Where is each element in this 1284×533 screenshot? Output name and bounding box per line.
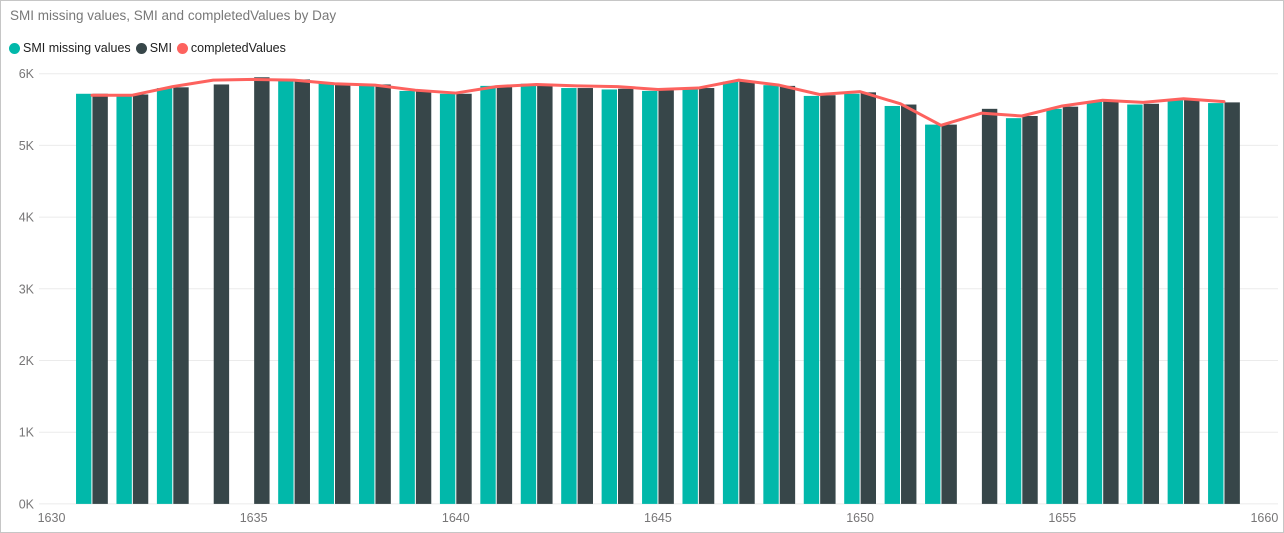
bar-smi-missing-values-1632[interactable]: [116, 95, 132, 504]
y-axis-label: 6K: [19, 67, 35, 81]
bar-smi-1633[interactable]: [173, 87, 189, 504]
bar-smi-1640[interactable]: [456, 93, 472, 504]
bar-smi-missing-values-1651[interactable]: [884, 105, 901, 504]
bar-smi-1643[interactable]: [577, 88, 593, 504]
y-axis-label: 5K: [19, 139, 35, 153]
bar-smi-1635[interactable]: [254, 77, 270, 504]
bar-smi-missing-values-1636[interactable]: [278, 79, 294, 504]
chart-legend: SMI missing values SMI completedValues: [9, 41, 291, 55]
bar-smi-missing-values-1643[interactable]: [561, 88, 577, 504]
bar-smi-missing-values-1647[interactable]: [722, 81, 739, 504]
legend-item-smi[interactable]: SMI: [135, 41, 172, 55]
bar-smi-1645[interactable]: [658, 90, 674, 504]
bar-smi-missing-values-1639[interactable]: [399, 90, 415, 504]
bar-smi-1657[interactable]: [1143, 103, 1160, 504]
bar-smi-1647[interactable]: [739, 80, 755, 504]
bar-smi-1642[interactable]: [537, 83, 553, 504]
x-axis-label: 1655: [1048, 511, 1076, 525]
bar-smi-missing-values-1638[interactable]: [359, 84, 375, 504]
bar-smi-missing-values-1654[interactable]: [1005, 118, 1022, 504]
bar-smi-missing-values-1645[interactable]: [642, 90, 658, 504]
bar-smi-missing-values-1655[interactable]: [1046, 108, 1062, 504]
bar-smi-missing-values-1648[interactable]: [763, 85, 779, 504]
bar-smi-1644[interactable]: [618, 88, 634, 504]
legend-label: SMI: [149, 41, 172, 55]
bar-smi-1655[interactable]: [1062, 106, 1079, 504]
bar-smi-1653[interactable]: [981, 108, 998, 504]
legend-label: completedValues: [190, 41, 286, 55]
legend-item-completedvalues[interactable]: completedValues: [176, 41, 286, 55]
chart-title: SMI missing values, SMI and completedVal…: [10, 8, 337, 23]
bar-smi-1639[interactable]: [415, 90, 432, 504]
bar-smi-missing-values-1640[interactable]: [439, 93, 456, 504]
bar-smi-missing-values-1658[interactable]: [1167, 100, 1184, 504]
bar-smi-1651[interactable]: [901, 104, 917, 504]
y-axis-label: 2K: [19, 354, 35, 368]
bar-smi-missing-values-1631[interactable]: [76, 93, 92, 504]
bar-smi-1652[interactable]: [941, 124, 957, 504]
bar-smi-1638[interactable]: [375, 84, 391, 504]
y-axis-label: 0K: [19, 497, 35, 511]
bar-smi-missing-values-1652[interactable]: [925, 124, 941, 504]
bar-smi-1634[interactable]: [213, 84, 230, 504]
bar-smi-1649[interactable]: [820, 95, 836, 504]
bar-smi-missing-values-1657[interactable]: [1127, 104, 1143, 504]
bar-smi-missing-values-1633[interactable]: [156, 88, 173, 504]
y-axis-label: 1K: [19, 426, 35, 440]
bar-smi-1632[interactable]: [132, 94, 149, 504]
x-axis-label: 1635: [240, 511, 268, 525]
bar-smi-1654[interactable]: [1022, 116, 1038, 504]
y-axis-label: 3K: [19, 282, 35, 296]
bar-smi-1641[interactable]: [496, 85, 513, 504]
legend-item-smi-missing-values[interactable]: SMI missing values: [9, 41, 131, 55]
bar-smi-1646[interactable]: [698, 88, 715, 504]
bar-smi-1656[interactable]: [1103, 100, 1119, 504]
bar-smi-missing-values-1641[interactable]: [480, 85, 496, 504]
bar-smi-missing-values-1646[interactable]: [682, 89, 698, 504]
x-axis-label: 1630: [38, 511, 66, 525]
y-axis-label: 4K: [19, 211, 35, 225]
completedvalues-line[interactable]: [90, 77, 1226, 127]
bar-smi-missing-values-1659[interactable]: [1208, 103, 1224, 504]
x-axis-label: 1650: [846, 511, 874, 525]
bar-smi-1636[interactable]: [294, 79, 310, 504]
bar-smi-1648[interactable]: [779, 85, 796, 504]
series-swatch-icon: [135, 42, 147, 54]
x-axis-label: 1645: [644, 511, 672, 525]
legend-label: SMI missing values: [23, 41, 131, 55]
bar-smi-1637[interactable]: [335, 83, 351, 504]
bar-smi-1631[interactable]: [92, 93, 108, 504]
bar-smi-missing-values-1644[interactable]: [601, 89, 618, 504]
bar-smi-missing-values-1650[interactable]: [844, 93, 860, 504]
series-swatch-icon: [9, 42, 20, 54]
bar-smi-missing-values-1642[interactable]: [520, 83, 537, 504]
series-swatch-icon: [176, 42, 188, 54]
bar-smi-1658[interactable]: [1184, 99, 1200, 504]
bar-smi-1650[interactable]: [860, 92, 876, 504]
bar-smi-missing-values-1649[interactable]: [803, 95, 820, 504]
x-axis-label: 1640: [442, 511, 470, 525]
bar-smi-missing-values-1637[interactable]: [318, 83, 335, 504]
x-axis-label: 1660: [1250, 511, 1278, 525]
bar-smi-1659[interactable]: [1224, 102, 1240, 504]
bar-smi-missing-values-1656[interactable]: [1086, 101, 1103, 504]
